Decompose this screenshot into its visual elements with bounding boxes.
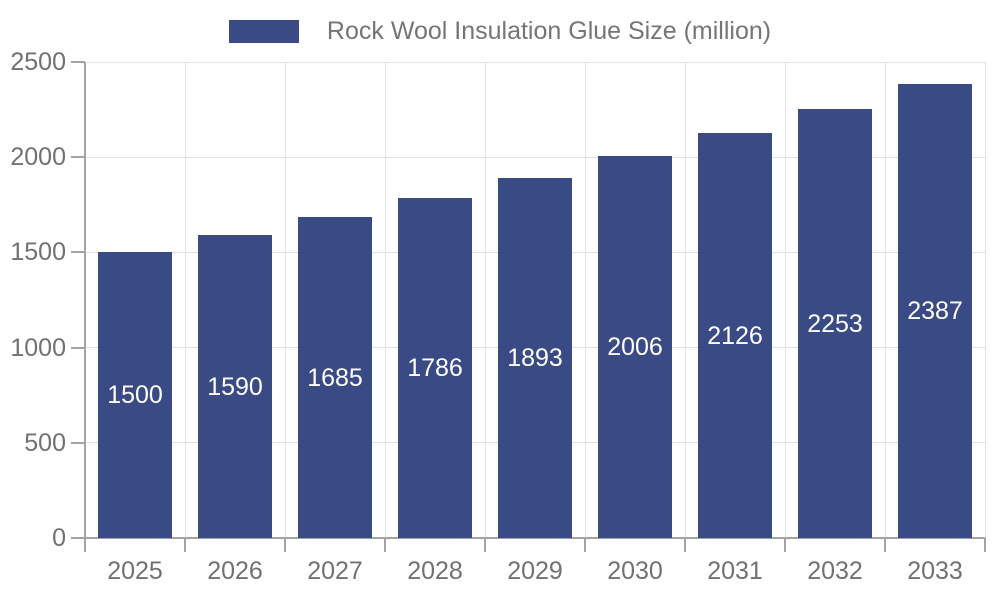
- bar-value-label: 1893: [507, 343, 563, 372]
- gridline-vertical: [784, 62, 786, 538]
- y-axis-tick-label: 0: [52, 524, 66, 552]
- gridline-vertical: [184, 62, 186, 538]
- bar-value-label: 2387: [907, 296, 963, 325]
- legend-swatch: [228, 19, 299, 43]
- y-axis-tick: [71, 61, 85, 63]
- gridline-horizontal: [85, 61, 985, 63]
- bar-value-label: 1500: [107, 381, 163, 410]
- y-axis-tick: [71, 346, 85, 349]
- bar-value-label: 2126: [707, 321, 763, 350]
- bar[interactable]: 2006: [598, 156, 672, 538]
- y-axis-tick: [71, 441, 85, 444]
- y-axis-tick: [71, 537, 85, 539]
- x-axis-line: [85, 537, 985, 539]
- legend-label: Rock Wool Insulation Glue Size (million): [326, 17, 772, 45]
- bar-value-label: 1786: [407, 353, 463, 382]
- y-axis-tick: [71, 251, 85, 254]
- gridline-horizontal: [85, 156, 985, 158]
- x-axis-tick-label: 2029: [507, 557, 563, 585]
- y-axis-tick-label: 2500: [10, 48, 66, 76]
- y-axis-tick-label: 500: [24, 428, 66, 457]
- bar[interactable]: 2253: [798, 109, 872, 538]
- bar[interactable]: 1893: [498, 177, 572, 538]
- gridline-vertical: [984, 62, 986, 538]
- x-axis-tick-label: 2027: [307, 557, 363, 585]
- x-axis-tick: [484, 538, 486, 552]
- gridline-vertical: [484, 62, 486, 538]
- x-axis-tick-label: 2028: [407, 557, 463, 585]
- y-axis-tick-label: 1000: [10, 333, 66, 362]
- x-axis-tick-label: 2032: [807, 557, 863, 585]
- x-axis-tick: [584, 538, 586, 552]
- legend-item[interactable]: Rock Wool Insulation Glue Size (million): [0, 18, 1000, 44]
- gridline-vertical: [684, 62, 686, 538]
- x-axis-tick: [684, 538, 686, 552]
- x-axis-tick-label: 2033: [907, 557, 963, 585]
- bar[interactable]: 1590: [198, 235, 272, 538]
- bar[interactable]: 1500: [98, 252, 172, 538]
- x-axis-tick-label: 2031: [707, 557, 763, 585]
- gridline-vertical: [584, 62, 586, 538]
- gridline-vertical: [884, 62, 886, 538]
- bar[interactable]: 1685: [298, 217, 372, 538]
- x-axis-tick: [284, 538, 286, 552]
- bar[interactable]: 1786: [398, 197, 472, 538]
- x-axis-tick: [884, 538, 886, 552]
- bar[interactable]: 2126: [698, 133, 772, 538]
- gridline-vertical: [284, 62, 286, 538]
- bar-value-label: 1590: [207, 372, 263, 401]
- y-axis-line: [84, 62, 86, 538]
- gridline-vertical: [384, 62, 386, 538]
- y-axis-tick-label: 1500: [10, 238, 66, 267]
- bar-value-label: 2253: [807, 309, 863, 338]
- x-axis-tick-label: 2026: [207, 557, 263, 585]
- x-axis-tick-label: 2030: [607, 557, 663, 585]
- x-axis-tick: [384, 538, 386, 552]
- y-axis-tick-label: 2000: [10, 143, 66, 172]
- bar[interactable]: 2387: [898, 83, 972, 538]
- bar-value-label: 1685: [307, 363, 363, 392]
- x-axis-tick: [784, 538, 786, 552]
- x-axis-tick: [184, 538, 186, 552]
- bar-value-label: 2006: [607, 333, 663, 362]
- x-axis-tick: [84, 538, 86, 552]
- x-axis-tick-label: 2025: [107, 557, 163, 585]
- y-axis-tick: [71, 156, 85, 159]
- x-axis-tick: [984, 538, 986, 552]
